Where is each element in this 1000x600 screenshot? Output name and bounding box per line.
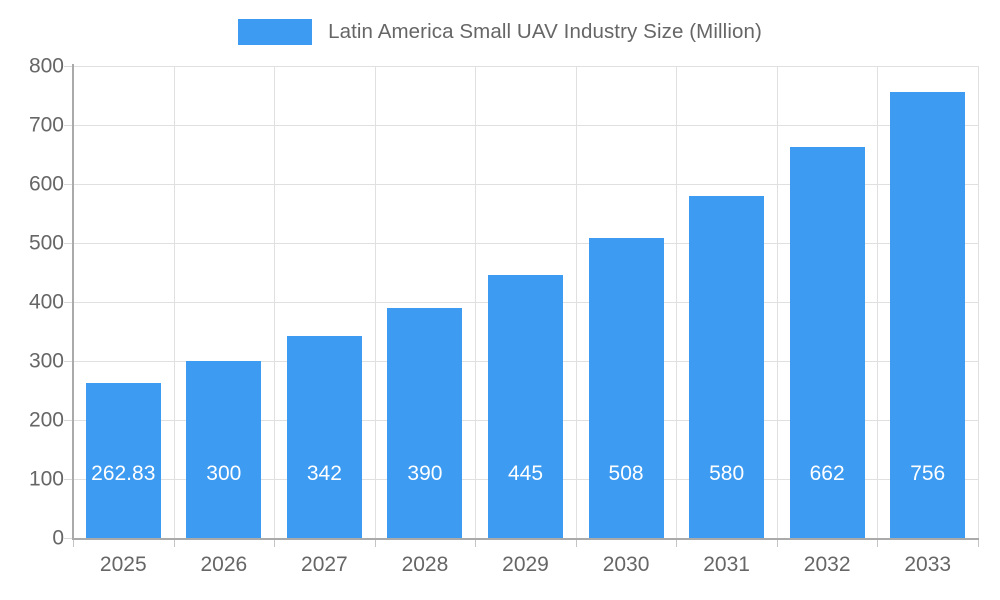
y-axis-tick-label: 300 [28,349,64,373]
gridline-vertical [676,66,677,538]
bar[interactable] [890,91,966,538]
gridline-vertical [375,66,376,538]
bar[interactable] [186,361,262,538]
plot-area: 262.83 300 342 390 445 508 580 662 756 [73,66,979,539]
gridline-vertical [877,66,878,538]
gridline-horizontal [73,66,978,67]
bar-value-label: 300 [206,462,242,485]
bar[interactable] [286,336,362,538]
x-axis-tick-label: 2027 [301,553,348,576]
bar-value-label: 508 [608,462,644,485]
y-axis-tick-label: 800 [28,54,64,78]
y-axis-tick-label: 700 [28,113,64,137]
x-axis-tick-label: 2029 [502,553,549,576]
y-axis-tick-label: 500 [28,231,64,255]
bar[interactable] [85,382,161,538]
gridline-vertical [576,66,577,538]
x-axis-tick-label: 2028 [401,553,449,576]
y-axis-labels: 0 100 200 300 400 500 600 700 800 [0,56,72,549]
x-axis-tick-mark [576,540,577,547]
bar-value-label: 262.83 [91,462,156,485]
x-axis-tick-mark [777,540,778,547]
y-axis-tick-label: 400 [28,290,64,314]
x-axis-tick-mark [73,540,74,547]
x-axis-tick-mark [978,540,979,547]
chart-legend[interactable]: Latin America Small UAV Industry Size (M… [0,14,1000,50]
bar-value-label: 580 [709,462,745,485]
x-axis-labels: 2025 2026 2027 2028 2029 2030 2031 2032 2033 [73,548,978,582]
gridline-vertical [274,66,275,538]
x-axis-tick-mark [274,540,275,547]
gridline-vertical [978,66,979,538]
y-axis-tick-mark [64,66,72,67]
legend-label: Latin America Small UAV Industry Size (M… [328,20,762,43]
gridline-vertical [475,66,476,538]
x-axis-tick-label: 2031 [703,553,750,576]
y-axis-tick-mark [64,302,72,303]
y-axis-tick-label: 100 [28,467,64,491]
x-axis-tick-label: 2026 [200,553,248,576]
bar-value-label: 756 [910,462,946,485]
x-axis-tick-mark [174,540,175,547]
bar-value-label: 342 [306,462,342,485]
x-axis-tick-label: 2030 [602,553,650,576]
y-axis-tick-mark [64,479,72,480]
legend-color-swatch[interactable] [238,19,313,45]
bar[interactable] [588,238,664,538]
gridline-horizontal [73,243,978,244]
y-axis-line [72,64,74,540]
y-axis-tick-mark [64,243,72,244]
x-axis-tick-mark [375,540,376,547]
bar-value-label: 662 [809,462,845,485]
y-axis-tick-mark [64,361,72,362]
y-axis-tick-label: 200 [28,408,64,432]
bar[interactable] [689,195,765,538]
y-axis-tick-label: 0 [52,526,64,550]
gridline-vertical [174,66,175,538]
y-axis-tick-mark [64,538,72,539]
gridline-horizontal [73,184,978,185]
x-axis-tick-mark [676,540,677,547]
bar[interactable] [387,307,463,538]
gridline-vertical [777,66,778,538]
x-axis-tick-label: 2025 [99,553,147,576]
bar[interactable] [488,275,563,538]
x-axis-tick-label: 2032 [803,553,851,576]
y-axis-tick-mark [64,420,72,421]
x-axis-tick-mark [475,540,476,547]
y-axis-tick-mark [64,125,72,126]
x-axis-tick-label: 2033 [904,553,952,576]
gridline-horizontal [73,125,978,126]
bar[interactable] [789,147,865,538]
y-axis-tick-mark [64,184,72,185]
x-axis-line [72,538,979,540]
bar-value-label: 445 [507,462,544,485]
bar-value-label: 390 [407,462,443,485]
y-axis-tick-label: 600 [28,172,64,196]
x-axis-tick-mark [877,540,878,547]
